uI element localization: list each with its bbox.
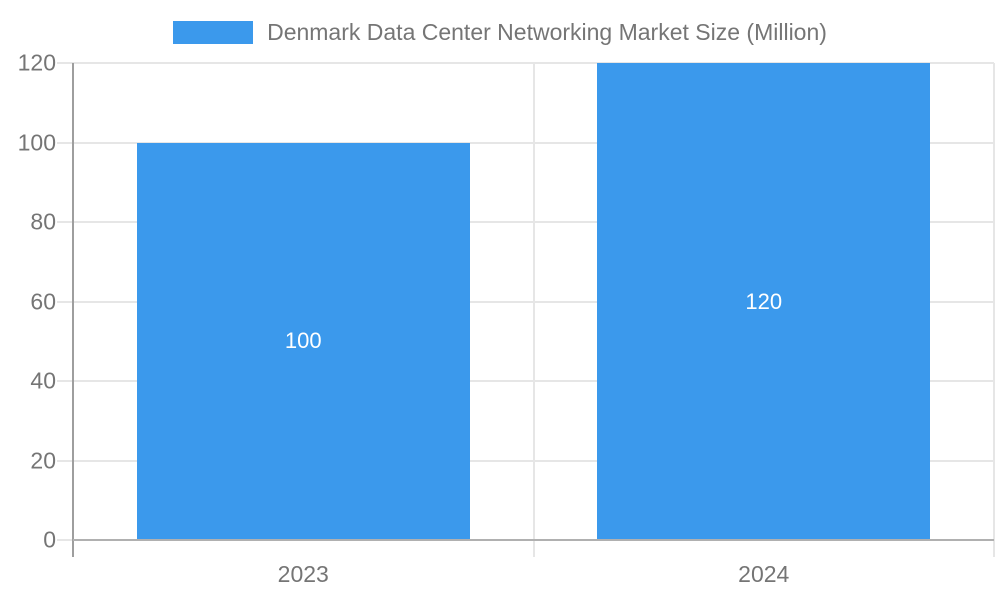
gridline bbox=[57, 221, 994, 223]
bar-value-label: 100 bbox=[284, 328, 322, 354]
y-tick-label: 60 bbox=[30, 288, 56, 314]
y-tick-label: 100 bbox=[17, 129, 56, 155]
gridline bbox=[57, 380, 994, 382]
x-tick-label: 2023 bbox=[277, 561, 329, 587]
y-tick-label: 0 bbox=[43, 526, 56, 553]
legend-item[interactable]: Denmark Data Center Networking Market Si… bbox=[0, 19, 1000, 46]
bar-2024[interactable] bbox=[597, 63, 931, 540]
y-tick-label: 80 bbox=[30, 208, 56, 235]
legend-series-label: Denmark Data Center Networking Market Si… bbox=[267, 19, 827, 45]
y-tick-label: 20 bbox=[30, 447, 56, 473]
bar-value-label: 120 bbox=[745, 288, 783, 314]
category-separator-line bbox=[993, 63, 995, 557]
category-separator-line bbox=[532, 63, 535, 557]
gridline bbox=[57, 62, 994, 64]
y-tick-label: 120 bbox=[17, 49, 56, 76]
bar-2023[interactable] bbox=[136, 142, 470, 540]
y-tick-label: 40 bbox=[30, 367, 56, 394]
legend-color-swatch bbox=[173, 21, 254, 44]
x-axis-line bbox=[73, 539, 994, 541]
y-axis-line bbox=[72, 63, 74, 557]
gridline bbox=[57, 459, 994, 462]
x-tick-label: 2024 bbox=[738, 561, 790, 587]
gridline bbox=[57, 141, 994, 144]
x-axis-tick bbox=[57, 539, 73, 541]
gridline bbox=[57, 300, 994, 303]
